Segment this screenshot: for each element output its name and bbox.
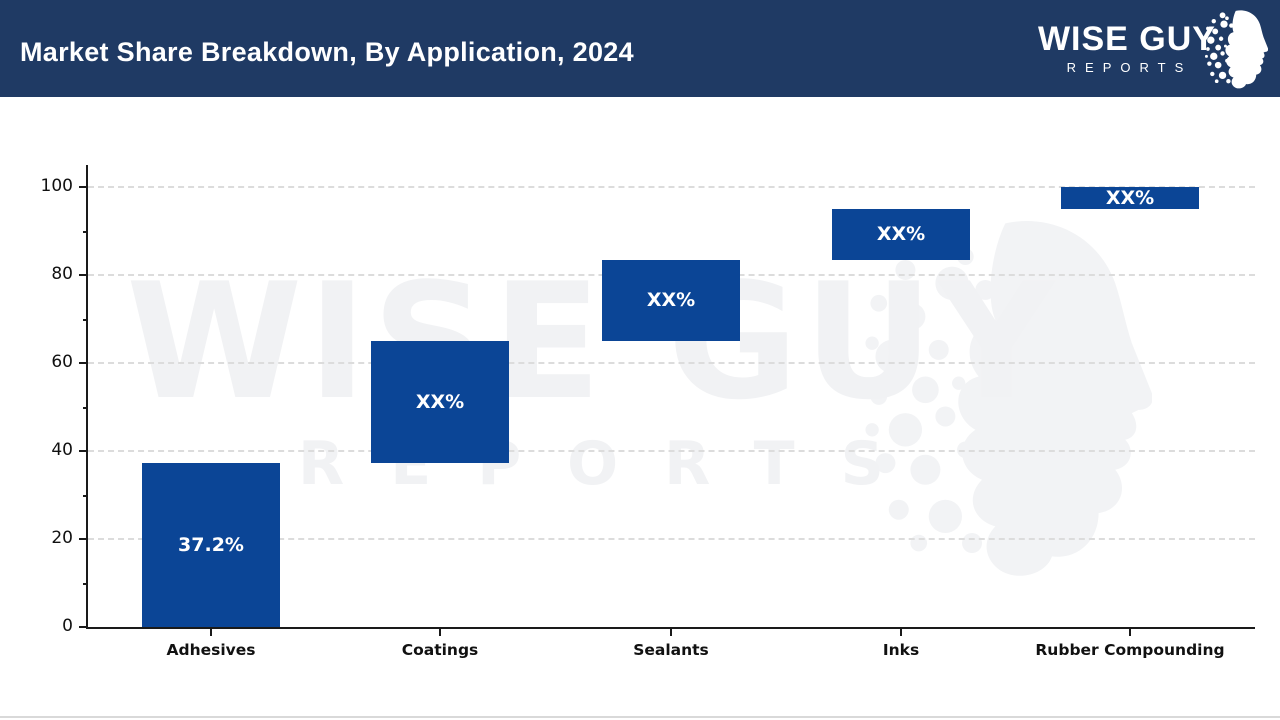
y-axis-minor-tick	[83, 319, 88, 321]
y-axis-tick	[79, 538, 88, 540]
category-label-adhesives: Adhesives	[166, 641, 256, 659]
category-label-rubber-compounding: Rubber Compounding	[1035, 641, 1225, 659]
wise-guy-logo: WISE GUY REPORTS	[1038, 8, 1268, 90]
gridline	[88, 362, 1255, 364]
category-label-inks: Inks	[882, 641, 920, 659]
y-axis-minor-tick	[83, 407, 88, 409]
y-axis-line	[86, 165, 88, 629]
y-axis-tick	[79, 450, 88, 452]
y-axis-minor-tick	[83, 583, 88, 585]
y-axis-tick	[79, 626, 88, 628]
bar-adhesives: 37.2%	[142, 463, 280, 627]
y-axis-tick-label: 80	[51, 264, 73, 284]
logo-text: WISE GUY REPORTS	[1038, 22, 1216, 75]
logo-subtext: REPORTS	[1066, 60, 1193, 75]
y-axis-tick	[79, 362, 88, 364]
bar-value-label: XX%	[415, 391, 465, 414]
bottom-divider	[0, 716, 1280, 718]
bar-coatings: XX%	[371, 341, 509, 464]
logo-wordmark: WISE GUY	[1037, 20, 1216, 58]
x-axis-line	[86, 627, 1255, 629]
x-axis-tick	[439, 629, 441, 636]
category-label-sealants: Sealants	[633, 641, 709, 659]
bar-value-label: XX%	[1105, 187, 1155, 209]
y-axis-tick	[79, 274, 88, 276]
page-title: Market Share Breakdown, By Application, …	[20, 37, 634, 67]
bar-inks: XX%	[832, 209, 970, 260]
y-axis-tick-label: 100	[40, 176, 73, 196]
x-axis-tick	[210, 629, 212, 636]
x-axis-tick	[900, 629, 902, 636]
x-axis-tick	[1129, 629, 1131, 636]
header: Market Share Breakdown, By Application, …	[0, 0, 1280, 97]
gridline	[88, 538, 1255, 540]
gridline	[88, 450, 1255, 452]
y-axis-minor-tick	[83, 231, 88, 233]
y-axis-tick-label: 40	[51, 440, 73, 460]
bar-value-label: XX%	[876, 223, 926, 246]
x-axis-tick	[670, 629, 672, 636]
category-label-coatings: Coatings	[401, 641, 479, 659]
bar-value-label: XX%	[646, 289, 696, 312]
gridline	[88, 186, 1255, 188]
y-axis-tick	[79, 186, 88, 188]
y-axis-tick-label: 60	[51, 352, 73, 372]
bar-rubber-compounding: XX%	[1061, 187, 1199, 209]
bar-value-label: 37.2%	[178, 534, 244, 557]
y-axis-tick-label: 0	[62, 616, 73, 636]
logo-head-icon	[1202, 8, 1268, 90]
bar-sealants: XX%	[602, 259, 740, 341]
y-axis-minor-tick	[83, 495, 88, 497]
y-axis-tick-label: 20	[51, 528, 73, 548]
